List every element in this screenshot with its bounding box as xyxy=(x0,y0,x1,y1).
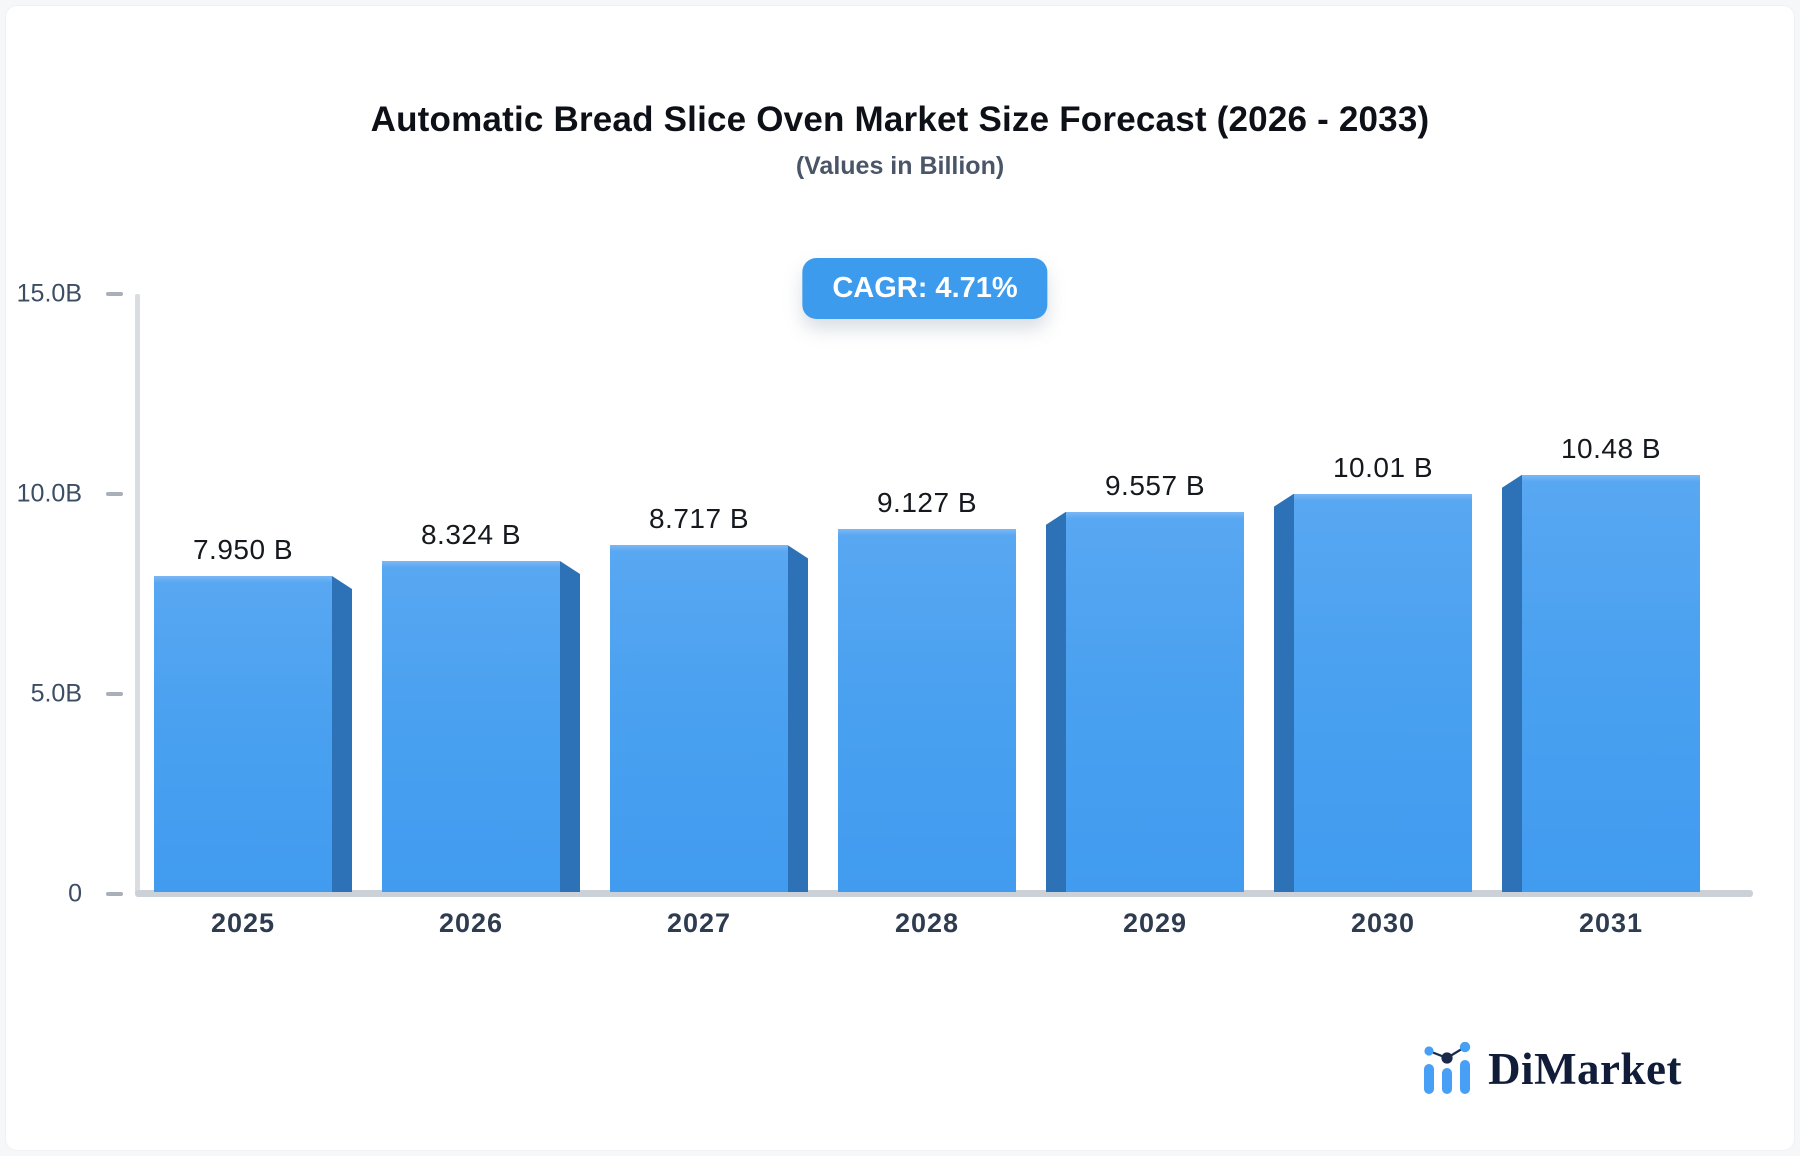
bar-value-label-2025: 7.950 B xyxy=(192,534,294,565)
y-axis-tick-label: 10.0B xyxy=(16,479,82,508)
chart-subtitle: (Values in Billion) xyxy=(795,152,1005,180)
bar-value-label-2030: 10.01 B xyxy=(1332,451,1434,483)
bar-chart-logo-icon xyxy=(1424,1042,1471,1094)
bar-value-label-2029: 9.557 B xyxy=(1104,469,1206,501)
bar-side-face-2030 xyxy=(1274,493,1294,892)
x-axis-label-2026: 2026 xyxy=(438,908,504,938)
logo-text: DiMarket xyxy=(1488,1044,1682,1094)
x-axis-label-2030: 2030 xyxy=(1350,908,1416,938)
bar-2025 xyxy=(154,576,332,892)
y-axis-tick-label: 5.0B xyxy=(30,679,82,708)
x-axis-label-2025: 2025 xyxy=(210,908,276,938)
chart-card: Automatic Bread Slice Oven Market Size F… xyxy=(5,5,1795,1151)
bar-side-face-2025 xyxy=(332,576,352,892)
y-axis-tick-mark xyxy=(106,892,123,896)
bar-side-face-2027 xyxy=(788,545,808,892)
bar-value-label-2027: 8.717 B xyxy=(648,503,750,535)
y-axis-line xyxy=(135,294,140,894)
dimarket-logo: DiMarket xyxy=(1422,1042,1682,1096)
bar-2026 xyxy=(382,561,560,892)
bar-2030 xyxy=(1294,493,1472,892)
bar-side-face-2031 xyxy=(1502,474,1522,892)
chart-title: Automatic Bread Slice Oven Market Size F… xyxy=(370,100,1430,139)
bar-value-label-2031: 10.48 B xyxy=(1560,432,1662,464)
y-axis-tick-mark xyxy=(106,292,123,296)
bar-side-face-2029 xyxy=(1046,511,1066,892)
cagr-badge: CAGR: 4.71% xyxy=(802,258,1048,319)
x-axis-label-2028: 2028 xyxy=(894,908,960,938)
x-axis-label-2027: 2027 xyxy=(666,908,732,938)
bar-2029 xyxy=(1066,511,1244,892)
bar-chart-plot-area: 15.0B 10.0B 5.0B 0 7.950 B 2025 8.324 B 2026 8.7… xyxy=(6,6,1794,1150)
bar-value-label-2028: 9.127 B xyxy=(876,486,978,518)
x-axis-baseline xyxy=(135,890,1753,897)
bar-side-face-2026 xyxy=(560,561,580,892)
bar-2027 xyxy=(610,545,788,892)
bar-2028 xyxy=(838,528,1016,892)
y-axis-tick-mark xyxy=(106,492,123,496)
bar-2031 xyxy=(1522,474,1700,892)
x-axis-label-2031: 2031 xyxy=(1578,908,1644,938)
bar-value-label-2026: 8.324 B xyxy=(420,519,522,551)
x-axis-label-2029: 2029 xyxy=(1122,908,1188,938)
y-axis-tick-mark xyxy=(106,692,123,696)
y-axis-tick-label: 15.0B xyxy=(16,279,82,308)
y-axis-tick-label: 0 xyxy=(68,879,82,908)
